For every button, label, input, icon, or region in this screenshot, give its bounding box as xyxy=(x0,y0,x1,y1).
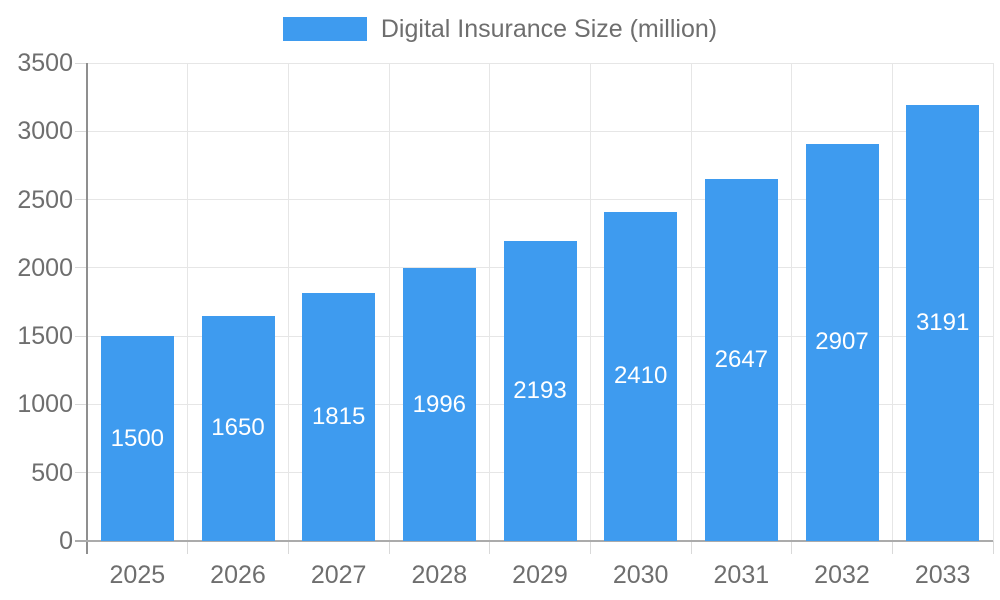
x-gridline xyxy=(388,63,390,541)
y-tick-label: 3500 xyxy=(17,49,73,77)
x-axis-tick xyxy=(589,541,591,554)
x-gridline xyxy=(589,63,591,541)
x-tick-label: 2025 xyxy=(109,561,166,589)
bar-2032[interactable] xyxy=(805,143,879,541)
x-axis-tick xyxy=(489,541,491,554)
x-tick-label: 2029 xyxy=(512,561,568,589)
y-axis-line xyxy=(86,63,88,554)
y-axis-tick xyxy=(75,62,87,64)
legend-label: Digital Insurance Size (million) xyxy=(380,14,718,43)
x-gridline xyxy=(489,63,491,541)
legend-item[interactable]: Digital Insurance Size (million) xyxy=(0,14,1000,44)
y-gridline xyxy=(87,62,993,64)
y-tick-label: 2000 xyxy=(17,253,73,282)
x-gridline xyxy=(791,63,793,541)
y-tick-label: 500 xyxy=(31,458,73,487)
y-axis-tick xyxy=(75,130,87,132)
y-tick-label: 0 xyxy=(59,527,73,555)
x-axis-tick xyxy=(992,541,994,554)
x-tick-label: 2030 xyxy=(612,561,669,589)
x-tick-label: 2033 xyxy=(914,561,971,589)
bar-2027[interactable] xyxy=(302,293,376,541)
bar-2025[interactable] xyxy=(100,336,174,541)
bar-2030[interactable] xyxy=(604,211,678,541)
x-tick-label: 2028 xyxy=(411,561,468,589)
x-axis-tick xyxy=(791,541,793,554)
y-axis-tick xyxy=(75,267,87,269)
y-gridline xyxy=(87,199,993,201)
x-tick-label: 2031 xyxy=(713,561,770,589)
y-tick-label: 1000 xyxy=(17,390,73,419)
bar-2029[interactable] xyxy=(503,241,577,541)
x-axis-tick xyxy=(891,541,893,554)
bar-2028[interactable] xyxy=(402,268,476,541)
x-axis-tick xyxy=(690,541,692,554)
y-axis-tick xyxy=(75,403,87,405)
y-tick-label: 3000 xyxy=(17,117,73,146)
y-tick-label: 1500 xyxy=(17,322,73,351)
x-gridline xyxy=(992,63,994,541)
x-tick-label: 2027 xyxy=(310,561,367,589)
y-tick-label: 2500 xyxy=(17,185,73,214)
x-gridline xyxy=(287,63,289,541)
y-axis-tick xyxy=(75,472,87,474)
x-tick-label: 2032 xyxy=(814,561,870,589)
x-gridline xyxy=(187,63,189,541)
x-gridline xyxy=(690,63,692,541)
bar-2026[interactable] xyxy=(201,315,275,541)
x-gridline xyxy=(891,63,893,541)
x-axis-tick xyxy=(388,541,390,554)
legend-swatch xyxy=(282,17,367,41)
y-gridline xyxy=(87,130,993,132)
x-tick-label: 2026 xyxy=(210,561,266,589)
bar-2033[interactable] xyxy=(906,105,980,541)
x-axis-tick xyxy=(287,541,289,554)
x-axis-tick xyxy=(187,541,189,554)
bar-2031[interactable] xyxy=(704,179,778,541)
y-axis-tick xyxy=(75,335,87,337)
y-axis-tick xyxy=(75,199,87,201)
